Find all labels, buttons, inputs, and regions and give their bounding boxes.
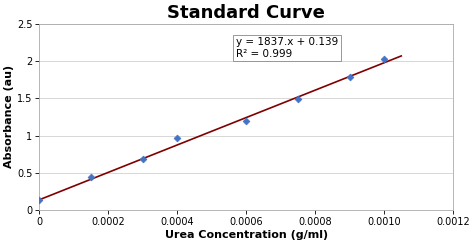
X-axis label: Urea Concentration (g/ml): Urea Concentration (g/ml) [164,230,328,240]
Point [139,157,146,161]
Title: Standard Curve: Standard Curve [167,4,325,22]
Point [173,136,181,140]
Text: y = 1837.x + 0.139
R² = 0.999: y = 1837.x + 0.139 R² = 0.999 [236,37,338,59]
Y-axis label: Absorbance (au): Absorbance (au) [4,65,14,168]
Point [242,119,250,122]
Point [294,97,301,101]
Point [380,57,388,61]
Point [346,75,353,79]
Point [36,198,43,202]
Point [87,175,95,179]
